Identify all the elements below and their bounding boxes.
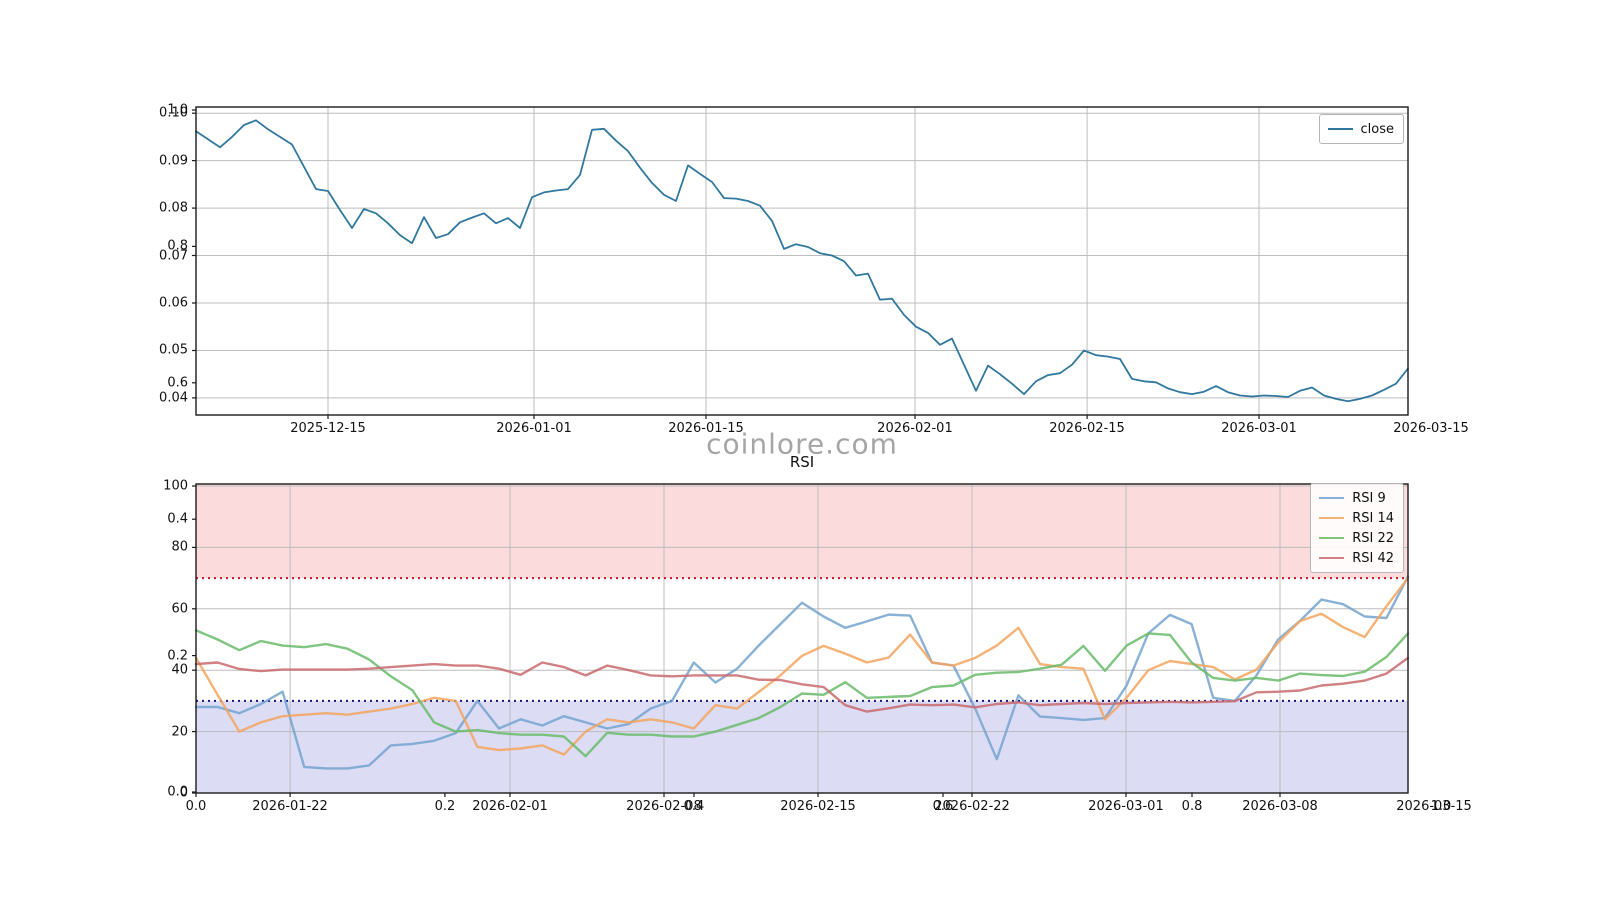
legend-close: close [1318, 114, 1404, 144]
y-tick-label: 80 [171, 539, 188, 555]
y-tick-label: 60 [171, 601, 188, 617]
x-tick-label: 2025-12-15 [290, 421, 366, 436]
overlay-y-tick-label: 0.4 [167, 511, 188, 527]
axes-border [195, 483, 1409, 794]
x-tick-label: 2026-03-01 [1088, 799, 1164, 814]
legend-item: RSI 9 [1319, 488, 1394, 508]
y-tick-label: 0.07 [159, 248, 188, 264]
overlay-y-tick-label: 0.0 [167, 784, 188, 800]
oversold-band [196, 700, 1408, 793]
y-tick-label: 0.04 [159, 390, 188, 406]
overlay-y-tick-label: 1.0 [167, 102, 188, 118]
overlay-y-tick-label: 0.6 [167, 375, 188, 391]
legend-label: RSI 22 [1352, 530, 1394, 546]
overlay-x-tick-label: 0.2 [434, 799, 456, 814]
legend-line-icon [1327, 128, 1353, 130]
y-tick-label: 0.10 [159, 105, 188, 121]
legend-item: RSI 14 [1319, 508, 1394, 528]
x-tick-label: 2026-03-15 [1396, 799, 1472, 814]
y-tick-label: 0.09 [159, 153, 188, 169]
watermark: coinlore.com [706, 427, 898, 461]
series-close [195, 119, 1409, 403]
y-tick-label: 100 [163, 478, 188, 494]
y-tick-label: 0.06 [159, 295, 188, 311]
overlay-x-tick-label: 0.6 [932, 799, 954, 814]
x-tick-label: 2026-02-15 [780, 799, 856, 814]
rsi-panel-title: RSI [789, 453, 815, 471]
x-tick-label: 2026-02-15 [1049, 421, 1125, 436]
legend-label: close [1360, 121, 1394, 137]
x-tick-label: 2026-02-01 [877, 421, 953, 436]
overlay-x-tick-label: 1.0 [1430, 799, 1452, 814]
x-tick-label: 2026-03-01 [1221, 421, 1297, 436]
series-rsi-22 [194, 629, 1410, 758]
x-tick-label: 2026-02-01 [472, 799, 548, 814]
series-rsi-14 [194, 576, 1410, 756]
legend-label: RSI 14 [1352, 510, 1394, 526]
legend-label: RSI 42 [1352, 550, 1394, 566]
overbought-band [196, 484, 1408, 579]
legend-line-icon [1319, 537, 1345, 539]
y-tick-label: 0.05 [159, 342, 188, 358]
overlay-x-tick-label: 0.4 [683, 799, 705, 814]
x-tick-label: 2026-01-15 [668, 421, 744, 436]
overlay-x-tick-label: 0.8 [1181, 799, 1203, 814]
x-tick-label: 2026-02-08 [626, 799, 702, 814]
y-tick-label: 0.08 [159, 200, 188, 216]
legend-item: RSI 22 [1319, 528, 1394, 548]
y-tick-label: 20 [171, 724, 188, 740]
legend-line-icon [1319, 497, 1345, 499]
legend-label: RSI 9 [1352, 490, 1386, 506]
legend-item: RSI 42 [1319, 548, 1394, 568]
legend-rsi: RSI 9 RSI 14 RSI 22 RSI 42 [1310, 483, 1404, 573]
legend-line-icon [1319, 517, 1345, 519]
overlay-y-tick-label: 0.2 [167, 648, 188, 664]
overlay-y-tick-label: 0.8 [167, 238, 188, 254]
x-tick-label: 2026-03-08 [1242, 799, 1318, 814]
x-tick-label: 2026-03-15 [1393, 421, 1469, 436]
x-tick-label: 2026-02-22 [934, 799, 1010, 814]
series-rsi-42 [194, 656, 1410, 713]
y-tick-label: 40 [171, 662, 188, 678]
y-tick-label: 0 [179, 785, 188, 801]
overlay-x-tick-label: 0.0 [185, 799, 207, 814]
legend-item: close [1327, 119, 1394, 139]
legend-line-icon [1319, 557, 1345, 559]
axes-border [195, 106, 1409, 416]
x-tick-label: 2026-01-01 [496, 421, 572, 436]
x-tick-label: 2026-01-22 [252, 799, 328, 814]
